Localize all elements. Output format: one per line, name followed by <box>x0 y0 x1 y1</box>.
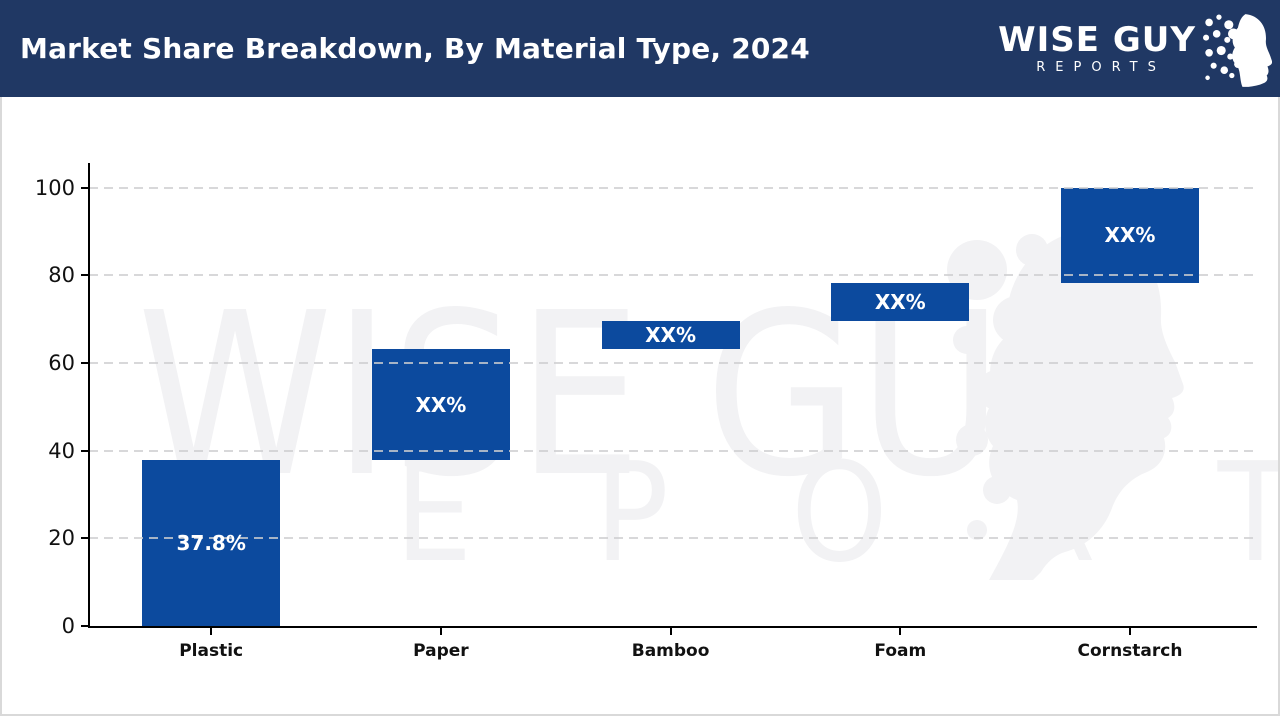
page-title: Market Share Breakdown, By Material Type… <box>20 32 810 65</box>
header: Market Share Breakdown, By Material Type… <box>0 0 1280 97</box>
watermark-face-icon <box>947 228 1184 580</box>
logo-subtext: REPORTS <box>1036 60 1166 76</box>
logo-wordmark: WISE GUY <box>998 19 1196 60</box>
wiseguy-logo: WISE GUY REPORTS <box>998 5 1272 93</box>
wiseguy-face-logo-icon <box>1203 14 1272 87</box>
logo-text: WISE GUY REPORTS <box>998 19 1196 76</box>
chart-panel: WISE GUY R E P O R T S <box>0 97 1280 716</box>
